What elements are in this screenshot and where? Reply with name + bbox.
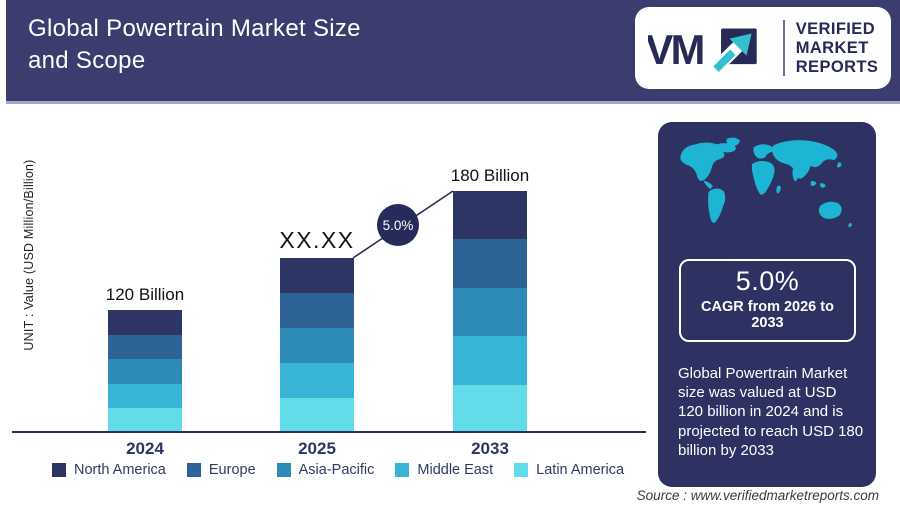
legend-swatch-latin-america (514, 463, 529, 477)
bar-2025 (280, 258, 354, 433)
bar-segment-asia-pacific (280, 328, 354, 363)
bar-2033 (453, 191, 527, 434)
bar-value-label-2025: XX.XX (279, 227, 355, 253)
bar-value-label-2033: 180 Billion (450, 166, 530, 185)
bar-segment-north-america (453, 191, 527, 240)
legend-swatch-asia-pacific (276, 463, 291, 477)
summary-panel: 5.0% CAGR from 2026 to 2033 Global Power… (658, 122, 876, 487)
legend-item-middle-east: Middle East (395, 462, 493, 478)
brand-line: REPORTS (795, 57, 879, 76)
x-tick-2025: 2025 (298, 439, 336, 458)
market-summary-text: Global Powertrain Market size was valued… (678, 365, 864, 459)
cagr-box: 5.0% CAGR from 2026 to 2033 (679, 259, 856, 342)
legend-label: Europe (208, 462, 256, 478)
header: Global Powertrain Market Size and Scope … (6, 0, 900, 104)
logo-divider (782, 20, 785, 76)
legend-swatch-north-america (52, 463, 66, 477)
vmr-logo: VM VERIFIED MARKET REPORTS (635, 7, 891, 89)
bar-segment-north-america (280, 258, 354, 293)
cagr-value: 5.0% (735, 266, 800, 296)
bar-segment-latin-america (453, 384, 527, 434)
bar-segment-latin-america (108, 408, 182, 433)
bar-value-label-2024: 120 Billion (105, 285, 185, 304)
source-attribution: Source : www.verifiedmarketreports.com (636, 488, 879, 503)
legend: North America Europe Asia-Pacific Middle Ea… (52, 462, 624, 478)
brand-line: MARKET (795, 38, 869, 57)
brand-name: VERIFIED MARKET REPORTS (796, 20, 879, 77)
vmr-logo-mark-icon: VM (648, 24, 772, 72)
legend-swatch-middle-east (395, 463, 410, 477)
bar-segment-north-america (108, 310, 182, 335)
logo-vm-text: VM (648, 26, 703, 72)
bar-segment-middle-east (453, 336, 527, 385)
bar-segment-middle-east (280, 363, 354, 398)
brand-line: VERIFIED (795, 19, 876, 38)
bar-segment-asia-pacific (453, 287, 527, 337)
bar-segment-asia-pacific (108, 359, 182, 384)
x-tick-2033: 2033 (471, 439, 509, 458)
x-tick-2024: 2024 (126, 439, 164, 458)
legend-item-north-america: North America (52, 462, 166, 478)
legend-item-latin-america: Latin America (514, 462, 624, 478)
page-title: Global Powertrain Market Size and Scope (28, 15, 361, 74)
bar-segment-europe (280, 293, 354, 328)
bar-segment-latin-america (280, 398, 354, 433)
legend-item-europe: Europe (186, 462, 256, 478)
legend-swatch-europe (186, 463, 201, 477)
legend-label: North America (74, 462, 166, 478)
x-axis-line (12, 431, 646, 433)
world-map-icon (680, 137, 852, 228)
logo-arrow-icon (706, 28, 757, 72)
cagr-caption: CAGR from 2026 to 2033 (701, 299, 834, 331)
legend-label: Latin America (536, 462, 625, 478)
bar-2024 (108, 310, 182, 433)
legend-label: Asia-Pacific (298, 462, 375, 478)
bar-segment-europe (108, 334, 182, 360)
legend-label: Middle East (417, 462, 494, 478)
legend-item-asia-pacific: Asia-Pacific (276, 462, 375, 478)
bar-segment-europe (453, 239, 527, 288)
bar-segment-middle-east (108, 383, 182, 409)
